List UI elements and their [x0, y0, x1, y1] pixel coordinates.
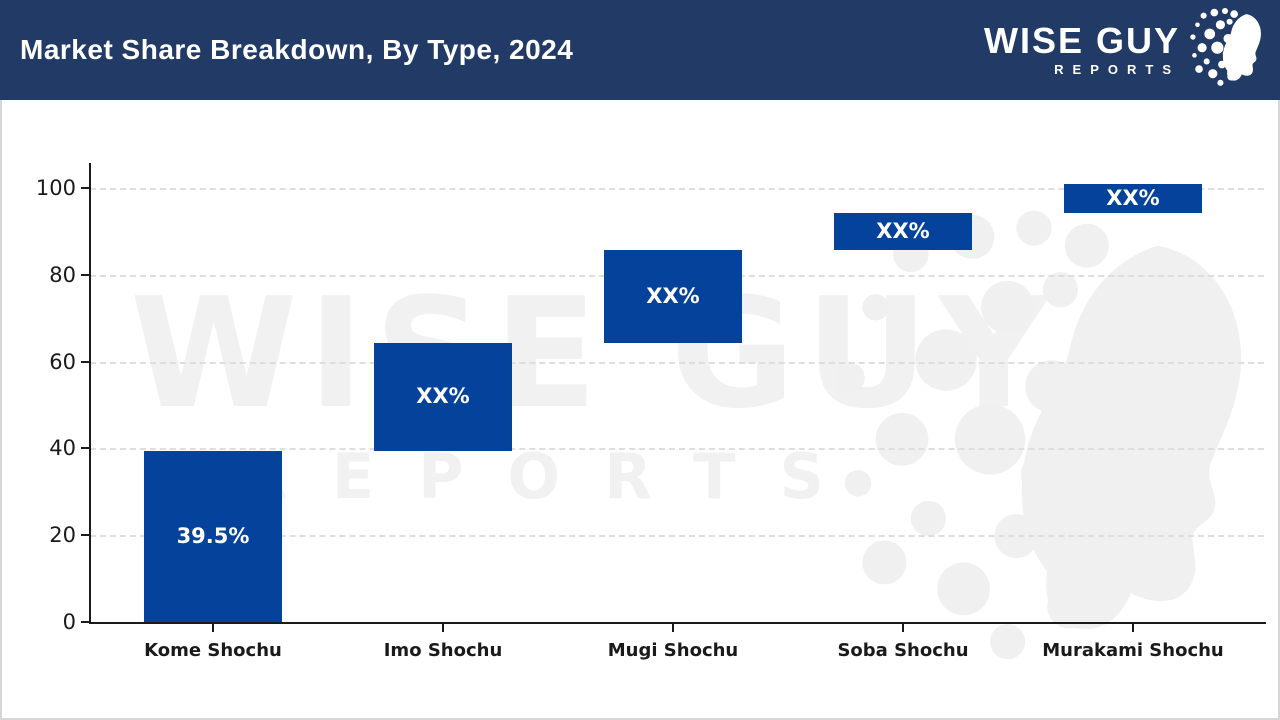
x-label-imo-shochu: Imo Shochu [383, 640, 503, 661]
x-tick-mugi-shochu [672, 624, 674, 632]
x-tick-imo-shochu [442, 624, 444, 632]
bar-value-label-murakami-shochu: XX% [1106, 185, 1160, 210]
y-tick-label-40: 40 [49, 436, 76, 461]
y-tick-0 [81, 621, 89, 623]
y-tick-label-0: 0 [62, 610, 76, 634]
y-tick-20 [81, 534, 89, 537]
y-tick-label-80: 80 [49, 262, 76, 287]
bar-kome-shochu: 39.5% [144, 450, 282, 622]
y-tick-label-20: 20 [49, 523, 76, 548]
x-label-soba-shochu: Soba Shochu [837, 640, 969, 661]
x-axis-line [89, 622, 1266, 624]
y-tick-60 [81, 360, 89, 363]
y-tick-80 [81, 273, 89, 276]
header-bar: Market Share Breakdown, By Type, 2024 WI… [0, 0, 1280, 100]
x-label-murakami-shochu: Murakami Shochu [1042, 640, 1224, 661]
bar-murakami-shochu: XX% [1064, 183, 1202, 214]
bar-mugi-shochu: XX% [604, 250, 742, 343]
logo-wordmark-line1: WISE GUY [983, 20, 1180, 61]
y-tick-label-100: 100 [35, 176, 76, 200]
bar-value-label-kome-shochu: 39.5% [176, 523, 250, 548]
x-tick-soba-shochu [902, 624, 904, 632]
x-label-kome-shochu: Kome Shochu [144, 640, 282, 661]
wise-guy-reports-logo: WISE GUY REPORTS [984, 8, 1266, 92]
watermark-text-line2: REPORTS [240, 440, 869, 513]
bar-value-label-imo-shochu: XX% [416, 384, 470, 409]
logo-face-icon [1184, 8, 1266, 92]
y-tick-label-60: 60 [49, 349, 76, 374]
x-tick-murakami-shochu [1132, 624, 1134, 632]
bar-value-label-mugi-shochu: XX% [646, 283, 700, 308]
gridline-20 [90, 535, 1264, 538]
plot-area: 0 20 40 60 80 100 39.5% Kome Shochu XX% Imo Shoch… [2, 100, 1280, 720]
logo-wordmark-line2: REPORTS [1054, 62, 1180, 77]
chart-title: Market Share Breakdown, By Type, 2024 [20, 34, 574, 65]
watermark-text-line1: WISE GUY [130, 265, 1059, 442]
x-label-mugi-shochu: Mugi Shochu [607, 640, 739, 661]
gridline-40 [90, 448, 1264, 451]
bar-soba-shochu: XX% [834, 213, 972, 251]
bar-value-label-soba-shochu: XX% [876, 219, 930, 244]
bar-imo-shochu: XX% [374, 342, 512, 451]
gridline-60 [90, 361, 1264, 364]
gridline-100 [90, 188, 1264, 190]
y-tick-40 [81, 447, 89, 450]
y-tick-100 [81, 187, 89, 189]
y-axis-line [89, 163, 91, 624]
chart-canvas: WISE GUY REPORTS 0 20 40 60 80 100 39.5% Kome S… [0, 100, 1280, 720]
logo-wordmark: WISE GUY REPORTS [983, 20, 1180, 78]
x-tick-kome-shochu [212, 624, 214, 632]
